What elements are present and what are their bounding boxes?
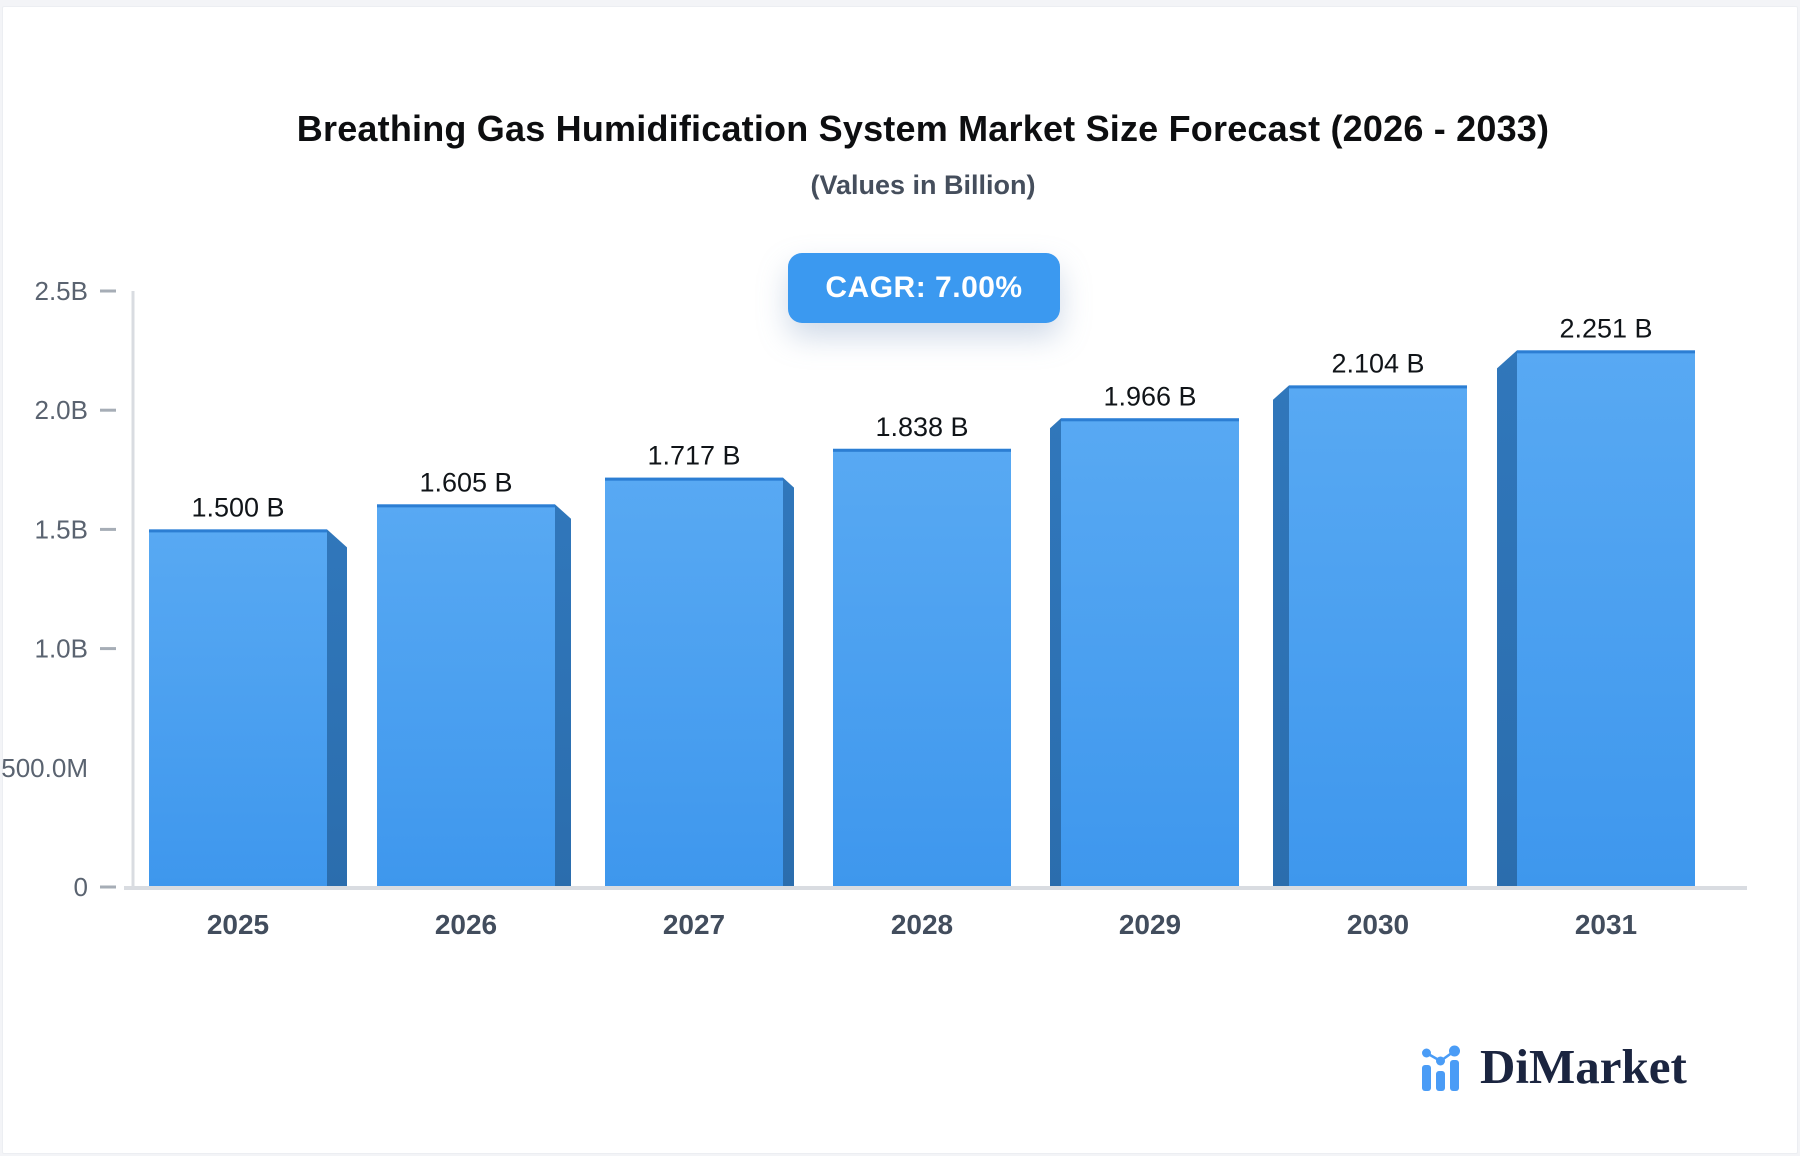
x-axis-label: 2030 <box>1347 909 1409 940</box>
bar-top-edge <box>1517 350 1695 354</box>
bar-2031[interactable]: 2.251 B 2031 <box>1497 313 1695 940</box>
bar-front-face <box>1289 385 1467 887</box>
bar-side-face <box>555 504 571 887</box>
bar-front-face <box>833 448 1011 887</box>
bar-value-label: 1.605 B <box>419 467 512 497</box>
cagr-badge-label: CAGR: 7.00% <box>825 271 1023 304</box>
y-tick-label: 2.0B <box>35 395 89 425</box>
y-axis-line <box>131 291 135 889</box>
bar-2029[interactable]: 1.966 B 2029 <box>1050 381 1239 940</box>
bar-value-label: 1.500 B <box>191 492 284 522</box>
bar-side-face <box>1497 350 1517 888</box>
y-tick-dash <box>100 647 116 651</box>
x-axis-label: 2029 <box>1119 909 1181 940</box>
bar-front-face <box>1061 418 1239 887</box>
dimarket-logo-icon <box>1422 1045 1460 1091</box>
y-tick-dash <box>100 527 116 531</box>
y-tick-dash <box>100 885 116 889</box>
bar-front-face <box>377 504 555 887</box>
y-tick-label: 1.0B <box>35 634 89 664</box>
bar-top-edge <box>833 448 1011 452</box>
y-tick-dash <box>100 408 116 412</box>
cagr-badge: CAGR: 7.00% <box>788 253 1060 323</box>
bar-value-label: 2.104 B <box>1331 348 1424 378</box>
bar-front-face <box>149 529 327 887</box>
bar-side-face <box>327 529 347 887</box>
bar-value-label: 1.717 B <box>647 441 740 471</box>
bar-value-label: 2.251 B <box>1559 313 1652 343</box>
bar-2028[interactable]: 1.838 B 2028 <box>833 412 1011 940</box>
bar-2025[interactable]: 1.500 B 2025 <box>149 492 347 940</box>
bar-value-label: 1.966 B <box>1103 381 1196 411</box>
x-axis-label: 2027 <box>663 909 725 940</box>
bar-2026[interactable]: 1.605 B 2026 <box>377 467 571 940</box>
brand-logo[interactable]: DiMarket <box>1420 1040 1687 1092</box>
y-tick-label: 0 <box>74 872 88 902</box>
bar-side-face <box>1050 418 1061 887</box>
y-tick-dash <box>100 289 116 293</box>
bar-side-face <box>1273 385 1289 887</box>
bar-side-face <box>783 477 794 887</box>
x-axis-label: 2028 <box>891 909 953 940</box>
y-tick-label: 2.5B <box>35 276 89 306</box>
bar-value-label: 1.838 B <box>875 412 968 442</box>
bar-top-edge <box>377 504 555 508</box>
x-axis-label: 2025 <box>207 909 269 940</box>
y-tick-label: 1.5B <box>35 514 89 544</box>
bar-2027[interactable]: 1.717 B 2027 <box>605 441 794 940</box>
chart-subtitle: (Values in Billion) <box>810 170 1036 200</box>
x-axis-label: 2031 <box>1575 909 1637 940</box>
bar-top-edge <box>149 529 327 533</box>
brand-name: DiMarket <box>1480 1039 1687 1094</box>
x-axis-label: 2026 <box>435 909 497 940</box>
bar-top-edge <box>1061 418 1239 422</box>
bar-top-edge <box>605 477 783 481</box>
bar-front-face <box>1517 350 1695 888</box>
bar-2030[interactable]: 2.104 B 2030 <box>1273 348 1467 940</box>
x-axis-line <box>124 886 1747 890</box>
bar-top-edge <box>1289 385 1467 389</box>
chart-title: Breathing Gas Humidification System Mark… <box>296 108 1550 149</box>
y-tick-label: 500.0M <box>1 753 88 783</box>
bar-front-face <box>605 477 783 887</box>
